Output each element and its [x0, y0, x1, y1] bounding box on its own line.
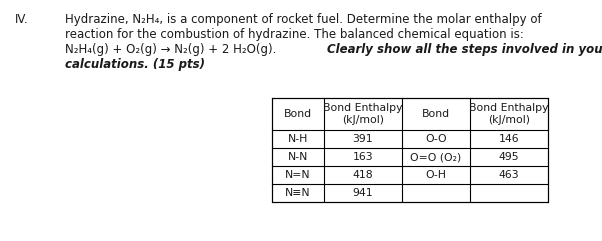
Text: reaction for the combustion of hydrazine. The balanced chemical equation is:: reaction for the combustion of hydrazine… [65, 28, 524, 41]
Text: N≡N: N≡N [285, 188, 311, 198]
Text: 495: 495 [498, 152, 520, 162]
Text: calculations. (15 pts): calculations. (15 pts) [65, 58, 205, 71]
Text: 391: 391 [353, 134, 373, 144]
Bar [272, 98, 548, 202]
Text: 463: 463 [498, 170, 520, 180]
Text: Bond: Bond [284, 109, 312, 119]
Text: N₂H₄(g) + O₂(g) → N₂(g) + 2 H₂O(g).: N₂H₄(g) + O₂(g) → N₂(g) + 2 H₂O(g). [65, 43, 280, 56]
Text: Clearly show all the steps involved in your: Clearly show all the steps involved in y… [327, 43, 602, 56]
Text: IV.: IV. [15, 13, 29, 26]
Text: O=O (O₂): O=O (O₂) [411, 152, 462, 162]
Text: 941: 941 [353, 188, 373, 198]
Text: O-O: O-O [425, 134, 447, 144]
Text: N-N: N-N [288, 152, 308, 162]
Text: O-H: O-H [426, 170, 447, 180]
Text: 163: 163 [353, 152, 373, 162]
Text: Bond Enthalpy
(kJ/mol): Bond Enthalpy (kJ/mol) [469, 103, 549, 125]
Text: N=N: N=N [285, 170, 311, 180]
Text: N-H: N-H [288, 134, 308, 144]
Text: 418: 418 [353, 170, 373, 180]
Text: 146: 146 [498, 134, 520, 144]
Text: Bond Enthalpy
(kJ/mol): Bond Enthalpy (kJ/mol) [323, 103, 403, 125]
Text: Hydrazine, N₂H₄, is a component of rocket fuel. Determine the molar enthalpy of: Hydrazine, N₂H₄, is a component of rocke… [65, 13, 542, 26]
Text: Bond: Bond [422, 109, 450, 119]
